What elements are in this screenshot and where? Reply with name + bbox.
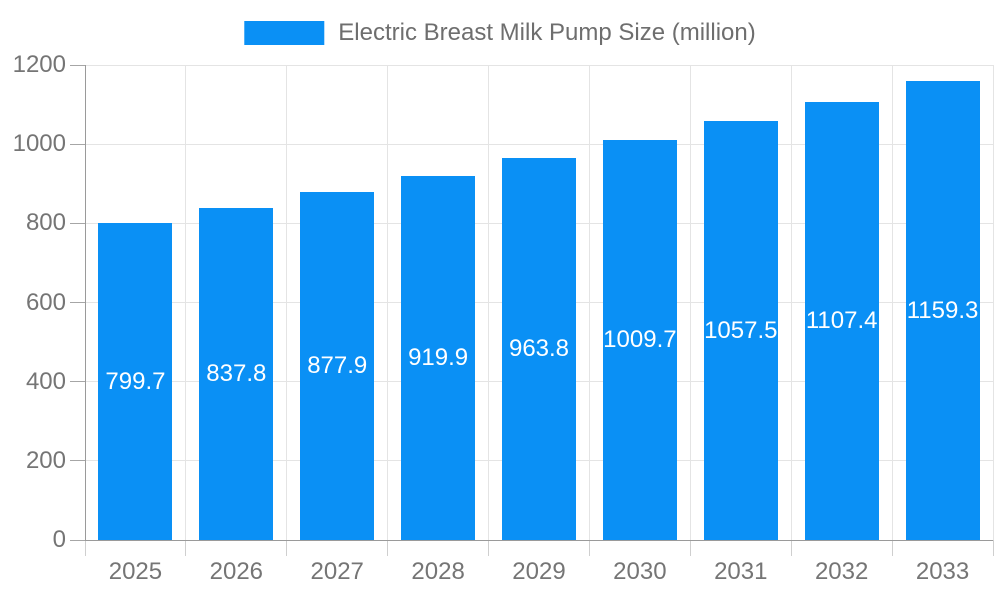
y-axis-tick <box>70 539 85 541</box>
bar[interactable]: 877.9 <box>300 192 375 540</box>
bar[interactable]: 1159.3 <box>905 81 980 540</box>
y-axis-tick <box>70 64 85 66</box>
y-tick-label: 200 <box>25 446 66 474</box>
x-axis-tick <box>689 540 691 556</box>
y-axis-tick <box>70 460 85 462</box>
y-axis-tick <box>70 381 85 383</box>
bar-value-label: 799.7 <box>105 367 166 395</box>
gridline-vertical <box>387 65 389 540</box>
bar[interactable]: 963.8 <box>502 158 576 540</box>
gridline-vertical <box>689 65 691 540</box>
bar-value-label: 963.8 <box>508 335 570 363</box>
bar-value-label: 877.9 <box>307 352 368 380</box>
bar[interactable]: 1057.5 <box>703 121 778 540</box>
x-tick-label: 2028 <box>411 558 465 585</box>
bar[interactable]: 837.8 <box>199 208 274 540</box>
legend-label: Electric Breast Milk Pump Size (million) <box>338 19 756 46</box>
bar-value-label: 1057.5 <box>704 316 778 344</box>
gridline-vertical <box>588 65 590 540</box>
bar[interactable]: 1009.7 <box>602 140 677 540</box>
y-tick-label: 1200 <box>12 51 66 78</box>
y-tick-label: 1000 <box>12 130 66 158</box>
y-axis-line <box>84 65 86 540</box>
bar-value-label: 1009.7 <box>603 326 677 354</box>
x-tick-label: 2029 <box>512 558 566 585</box>
x-tick-label: 2030 <box>613 558 667 585</box>
x-tick-label: 2033 <box>915 558 970 585</box>
gridline-vertical <box>891 65 893 540</box>
x-axis-line <box>85 539 993 541</box>
x-axis-tick <box>84 540 86 556</box>
y-axis-tick <box>70 302 85 303</box>
y-axis-tick <box>70 143 85 145</box>
legend-swatch <box>244 21 325 45</box>
x-axis-tick <box>488 540 490 556</box>
bar[interactable]: 919.9 <box>401 175 476 540</box>
y-tick-label: 600 <box>25 288 66 316</box>
gridline-vertical <box>790 65 792 540</box>
y-tick-label: 800 <box>25 209 66 237</box>
x-tick-label: 2027 <box>310 558 364 585</box>
y-axis-tick <box>70 222 85 224</box>
x-axis-tick <box>891 540 893 556</box>
x-axis-tick <box>588 540 590 556</box>
bar-value-label: 919.9 <box>408 343 469 371</box>
gridline-horizontal <box>85 143 993 145</box>
gridline-vertical <box>488 65 490 540</box>
x-tick-label: 2032 <box>814 558 869 585</box>
gridline-horizontal <box>85 64 993 66</box>
gridline-vertical <box>992 65 994 540</box>
x-tick-label: 2031 <box>714 558 768 585</box>
gridline-vertical <box>185 65 187 540</box>
x-axis-tick <box>387 540 389 556</box>
x-axis-tick <box>286 540 288 556</box>
bar[interactable]: 799.7 <box>98 223 173 540</box>
bar-value-label: 1107.4 <box>805 306 878 334</box>
x-axis-tick <box>185 540 187 556</box>
y-tick-label: 400 <box>25 367 66 395</box>
bar-value-label: 837.8 <box>206 360 267 388</box>
bar-value-label: 1159.3 <box>906 296 979 324</box>
bar[interactable]: 1107.4 <box>804 101 879 540</box>
x-tick-label: 2025 <box>108 558 163 585</box>
x-axis-tick <box>790 540 792 556</box>
legend: Electric Breast Milk Pump Size (million) <box>244 19 756 47</box>
x-tick-label: 2026 <box>209 558 264 585</box>
gridline-vertical <box>286 65 288 540</box>
x-axis-tick <box>992 540 994 556</box>
y-tick-label: 0 <box>52 526 66 553</box>
